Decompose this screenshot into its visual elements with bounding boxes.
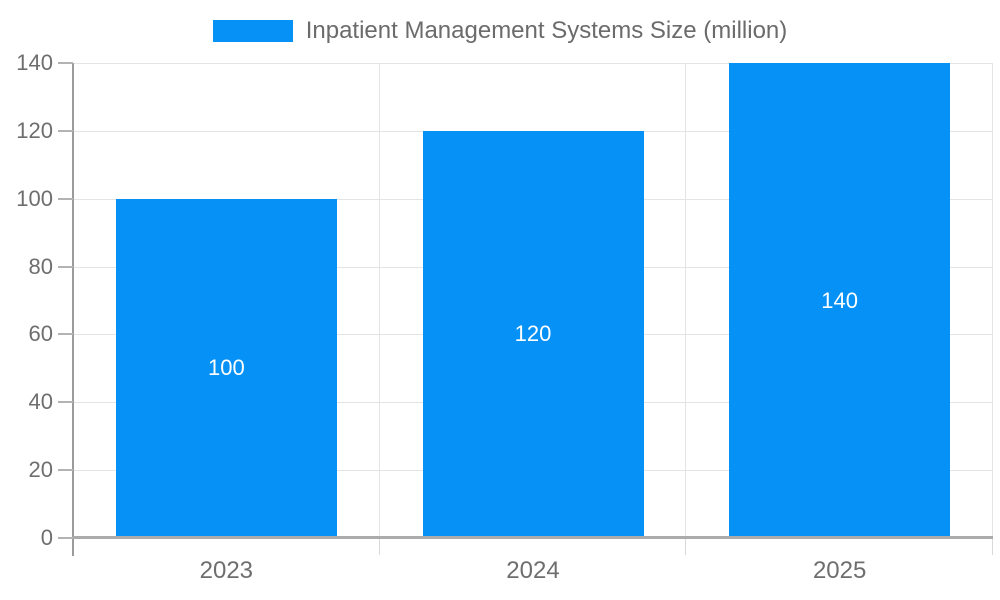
y-tick-label-140: 140 (16, 50, 53, 75)
x-boundary-tick-1 (378, 538, 380, 555)
x-boundary-tick-3 (992, 538, 993, 555)
x-boundary-tick-2 (685, 538, 687, 555)
y-tick-mark-80 (58, 265, 73, 268)
y-tick-mark-140 (58, 62, 73, 64)
bar-value-label-2025: 140 (821, 287, 859, 313)
gridline-y-140 (73, 63, 993, 64)
y-tick-mark-0 (58, 537, 73, 539)
y-tick-label-80: 80 (28, 253, 53, 279)
y-tick-mark-40 (58, 401, 73, 404)
bar-value-label-2024: 120 (514, 321, 552, 347)
bar-2024: 120 (422, 130, 644, 538)
x-axis-line (73, 536, 993, 539)
y-tick-label-100: 100 (16, 185, 53, 211)
bar-2023: 100 (115, 198, 337, 538)
bar-value-label-2023: 100 (207, 355, 245, 381)
y-tick-mark-60 (58, 333, 73, 336)
y-tick-label-120: 120 (16, 117, 53, 143)
x-tick-label-2024: 2024 (506, 557, 560, 584)
x-tick-label-2025: 2025 (812, 557, 867, 584)
bar-2025: 140 (729, 63, 951, 538)
y-tick-label-60: 60 (28, 321, 53, 347)
y-axis-line (72, 63, 74, 556)
chart-legend: Inpatient Management Systems Size (milli… (0, 17, 1000, 45)
x-tick-label-2023: 2023 (199, 557, 254, 584)
y-tick-mark-100 (58, 197, 73, 200)
gridline-x-boundary-2 (685, 63, 687, 538)
y-tick-mark-20 (58, 469, 73, 472)
y-tick-label-20: 20 (28, 457, 53, 483)
gridline-x-boundary-1 (378, 63, 380, 538)
y-tick-mark-120 (58, 129, 73, 132)
legend-swatch (212, 20, 293, 42)
legend-label: Inpatient Management Systems Size (milli… (305, 17, 788, 44)
y-tick-label-0: 0 (40, 525, 53, 550)
gridline-x-boundary-3 (992, 63, 993, 538)
y-tick-label-40: 40 (28, 389, 53, 415)
plot-area: 100 120 140 0 20 40 60 80 100 120 140 2023 2024 202… (16, 52, 993, 583)
